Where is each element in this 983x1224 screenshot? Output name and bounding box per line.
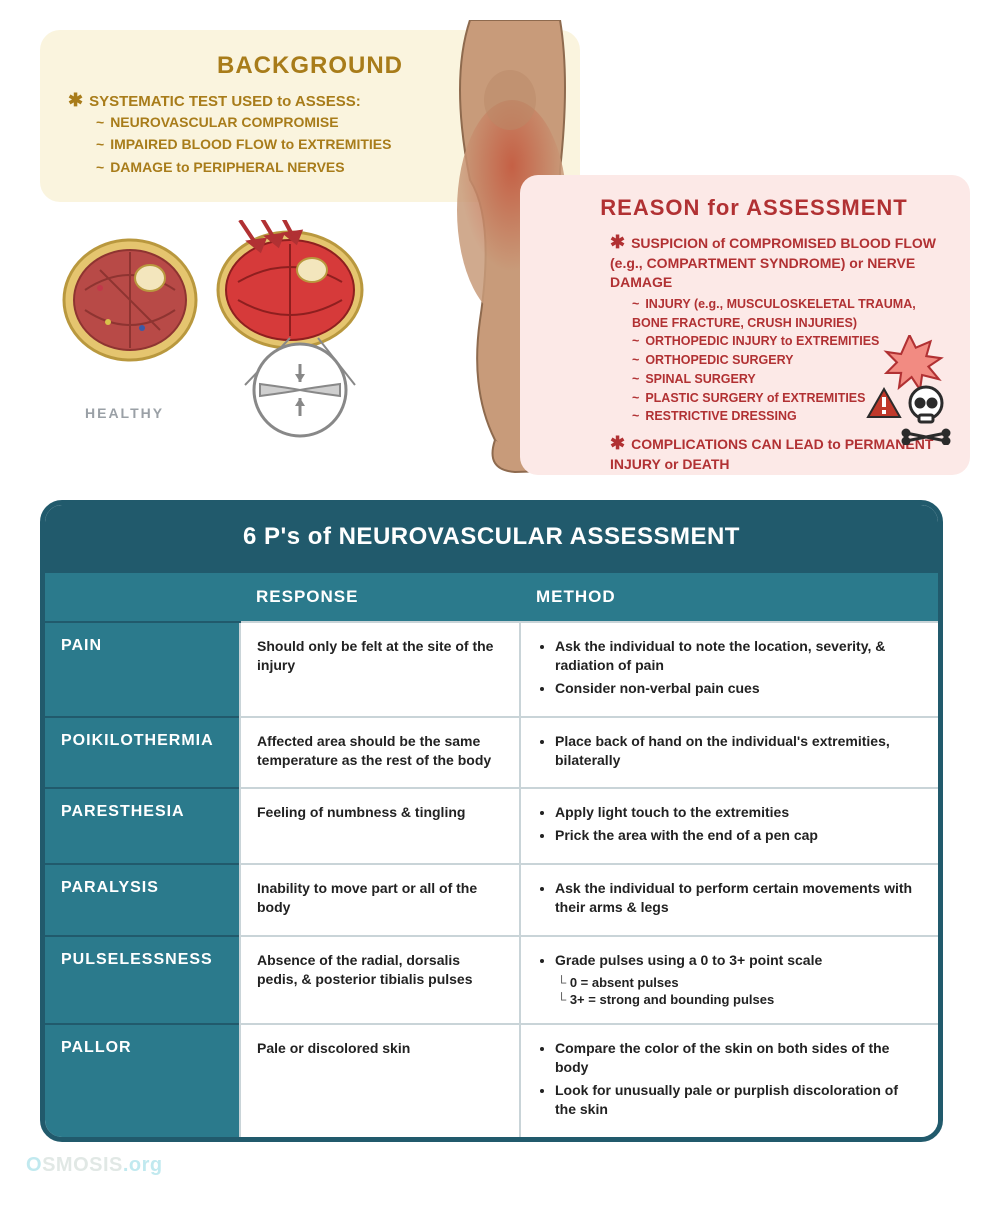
method-item: Consider non-verbal pain cues	[555, 679, 922, 698]
table-row: PARESTHESIAFeeling of numbness & tinglin…	[45, 788, 938, 864]
danger-icons	[864, 335, 954, 445]
table-cell-name: PULSELESSNESS	[45, 936, 240, 1024]
table-cell-method: Apply light touch to the extremities Pric…	[520, 788, 938, 864]
table-col-empty	[45, 573, 240, 622]
background-main-text: SYSTEMATIC TEST USED to ASSESS:	[89, 93, 361, 110]
background-item-0-text: NEUROVASCULAR COMPROMISE	[110, 114, 338, 130]
reason-main1-b: COMPARTMENT SYNDROME	[647, 255, 841, 271]
reason-main-1: ✱SUSPICION of COMPROMISED BLOOD FLOW (e.…	[610, 231, 948, 291]
table-cell-name: PARALYSIS	[45, 864, 240, 936]
method-item: Grade pulses using a 0 to 3+ point scale	[555, 951, 922, 970]
table-row: PARALYSISInability to move part or all o…	[45, 864, 938, 936]
reason-item-1-text: ORTHOPEDIC INJURY to EXTREMITIES	[645, 334, 879, 348]
six-p-table: 6 P's of NEUROVASCULAR ASSESSMENT RESPON…	[40, 500, 943, 1142]
reason-item-0-text: INJURY (e.g., MUSCULOSKELETAL TRAUMA, BO…	[632, 297, 916, 330]
table-row: POIKILOTHERMIAAffected area should be th…	[45, 717, 938, 789]
reason-title: REASON for ASSESSMENT	[560, 195, 948, 221]
method-item: Look for unusually pale or purplish disc…	[555, 1081, 922, 1119]
table-cell-name: PARESTHESIA	[45, 788, 240, 864]
table-cell-response: Feeling of numbness & tingling	[240, 788, 520, 864]
table-row: PAINShould only be felt at the site of t…	[45, 622, 938, 717]
method-item: Apply light touch to the extremities	[555, 803, 922, 822]
table-col-response: RESPONSE	[240, 573, 520, 622]
reason-item-2-text: ORTHOPEDIC SURGERY	[645, 353, 793, 367]
top-area: BACKGROUND ✱SYSTEMATIC TEST USED to ASSE…	[20, 20, 963, 480]
table-cell-name: PAIN	[45, 622, 240, 717]
table-cell-method: Compare the color of the skin on both si…	[520, 1024, 938, 1137]
table-cell-response: Absence of the radial, dorsalis pedis, &…	[240, 936, 520, 1024]
method-item: Ask the individual to perform certain mo…	[555, 879, 922, 917]
watermark: OOSMOSIS.orgSMOSIS.org	[20, 1154, 963, 1177]
table-row: PULSELESSNESSAbsence of the radial, dors…	[45, 936, 938, 1024]
table-cell-response: Pale or discolored skin	[240, 1024, 520, 1137]
table-cell-method: Ask the individual to perform certain mo…	[520, 864, 938, 936]
table-cell-response: Should only be felt at the site of the i…	[240, 622, 520, 717]
method-item: Compare the color of the skin on both si…	[555, 1039, 922, 1077]
table-row: PALLORPale or discolored skin Compare the…	[45, 1024, 938, 1137]
table-cell-name: PALLOR	[45, 1024, 240, 1137]
table-cell-method: Grade pulses using a 0 to 3+ point scale…	[520, 936, 938, 1024]
table-header-row: RESPONSE METHOD	[45, 573, 938, 622]
six-p-table-title: 6 P's of NEUROVASCULAR ASSESSMENT	[45, 505, 938, 573]
reason-item-5-text: RESTRICTIVE DRESSING	[645, 409, 796, 423]
six-p-table-body: RESPONSE METHOD PAINShould only be felt …	[45, 573, 938, 1137]
method-item: Ask the individual to note the location,…	[555, 637, 922, 675]
reason-item-4-text: PLASTIC SURGERY of EXTREMITIES	[645, 391, 865, 405]
method-item: Place back of hand on the individual's e…	[555, 732, 922, 770]
reason-item-0: ~INJURY (e.g., MUSCULOSKELETAL TRAUMA, B…	[632, 295, 948, 333]
background-item-1-text: IMPAIRED BLOOD FLOW to EXTREMITIES	[110, 136, 391, 152]
table-cell-response: Affected area should be the same tempera…	[240, 717, 520, 789]
method-subscale: 3+ = strong and bounding pulses	[557, 991, 922, 1009]
method-subscale: 0 = absent pulses	[557, 974, 922, 992]
method-item: Prick the area with the end of a pen cap	[555, 826, 922, 845]
table-col-method: METHOD	[520, 573, 938, 622]
table-cell-name: POIKILOTHERMIA	[45, 717, 240, 789]
reason-box: REASON for ASSESSMENT ✱SUSPICION of COMP…	[520, 175, 970, 475]
healthy-label: HEALTHY	[85, 405, 164, 421]
background-item-2-text: DAMAGE to PERIPHERAL NERVES	[110, 159, 344, 175]
table-cell-method: Ask the individual to note the location,…	[520, 622, 938, 717]
reason-item-3-text: SPINAL SURGERY	[645, 372, 755, 386]
table-cell-response: Inability to move part or all of the bod…	[240, 864, 520, 936]
table-cell-method: Place back of hand on the individual's e…	[520, 717, 938, 789]
